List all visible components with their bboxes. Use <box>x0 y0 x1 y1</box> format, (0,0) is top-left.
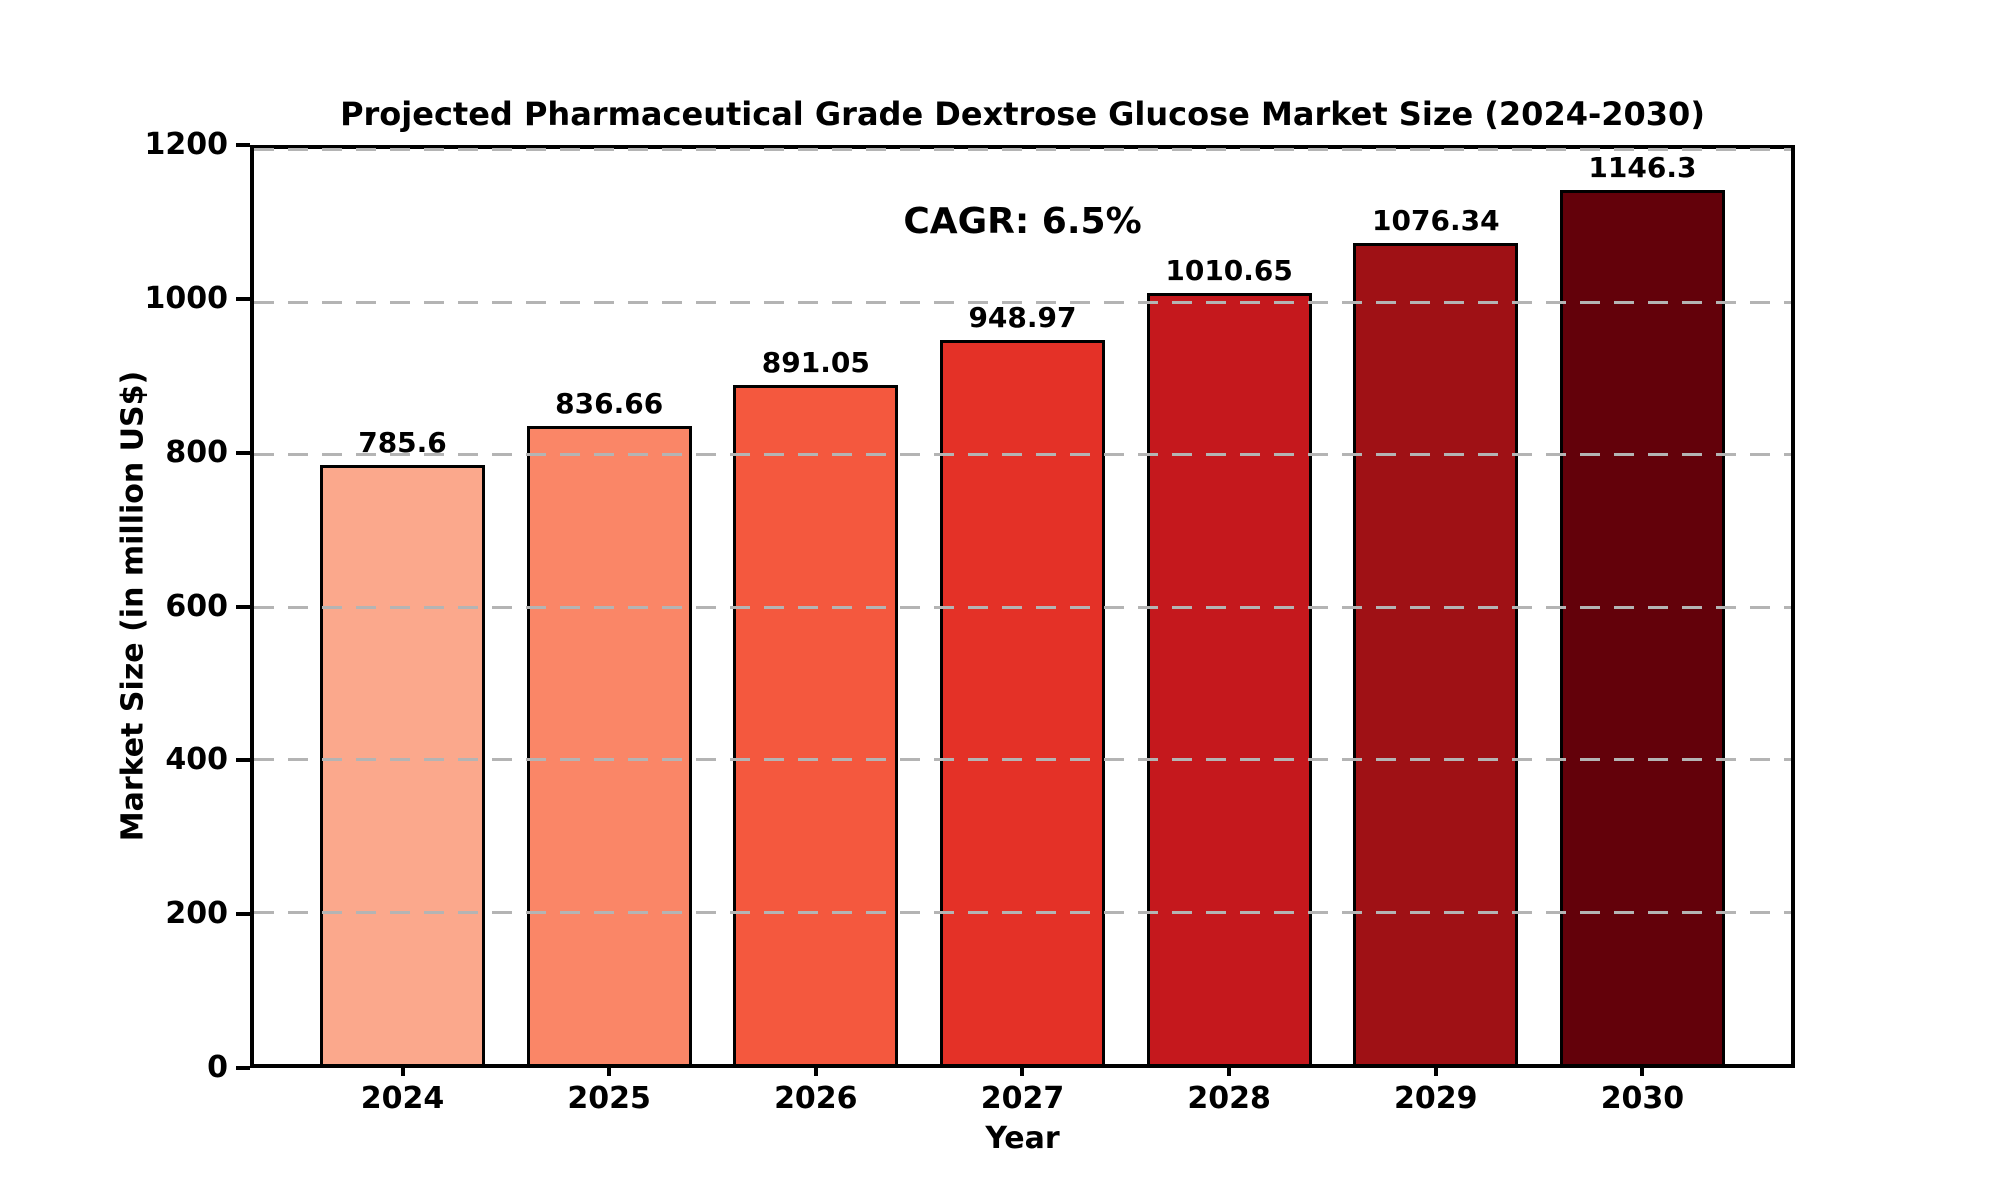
chart-title: Projected Pharmaceutical Grade Dextrose … <box>340 95 1705 133</box>
x-tick-slot-2029 <box>1353 1064 1518 1076</box>
bar-2028: 1010.65 <box>1146 254 1312 1064</box>
bar-2030: 1146.3 <box>1559 151 1725 1064</box>
x-axis-ticks <box>320 1064 1725 1076</box>
y-tick-mark-800 <box>236 450 250 455</box>
x-tick-label-2024: 2024 <box>360 1081 445 1116</box>
y-tick-mark-400 <box>236 758 250 763</box>
x-tick-slot-2025 <box>527 1064 692 1076</box>
y-tick-mark-200 <box>236 912 250 917</box>
x-axis-label: Year <box>985 1121 1060 1156</box>
y-tick-label-1000: 1000 <box>144 280 229 316</box>
x-tick-slot-2024 <box>320 1064 485 1076</box>
x-tick-label-2028: 2028 <box>1187 1081 1271 1116</box>
x-tick-slot-2028 <box>1147 1064 1312 1076</box>
x-tick-label-2029: 2029 <box>1394 1081 1478 1116</box>
y-tick-label-600: 600 <box>165 588 228 624</box>
bar-2027: 948.97 <box>939 301 1105 1064</box>
y-tick-mark-1000 <box>236 296 250 301</box>
x-tick-mark-2028 <box>1227 1064 1232 1076</box>
bar-2029: 1076.34 <box>1353 204 1519 1064</box>
bar-value-label-2028: 1010.65 <box>1165 254 1293 288</box>
y-tick-label-800: 800 <box>165 434 228 470</box>
bar-value-label-2024: 785.6 <box>358 425 447 459</box>
bar-value-label-2029: 1076.34 <box>1372 204 1500 238</box>
bar-value-label-2027: 948.97 <box>968 301 1077 335</box>
x-tick-label-2026: 2026 <box>774 1081 858 1116</box>
bar-value-label-2030: 1146.3 <box>1588 150 1697 184</box>
x-tick-mark-2026 <box>813 1064 818 1076</box>
x-tick-label-2030: 2030 <box>1600 1081 1685 1116</box>
x-tick-mark-2027 <box>1020 1064 1025 1076</box>
y-tick-mark-1200 <box>236 143 250 147</box>
x-tick-mark-2025 <box>607 1064 612 1076</box>
x-tick-slot-2030 <box>1560 1064 1725 1076</box>
y-tick-mark-600 <box>236 604 250 609</box>
y-tick-label-400: 400 <box>165 742 228 778</box>
x-tick-mark-2029 <box>1433 1064 1438 1076</box>
bar-2025: 836.66 <box>526 387 692 1064</box>
plot-area: CAGR: 6.5% 785.6 836.66 891.05 948.97 1010.6… <box>250 145 1795 1116</box>
x-tick-label-2025: 2025 <box>567 1081 651 1116</box>
bar-value-label-2025: 836.66 <box>555 387 664 421</box>
x-tick-label-2027: 2027 <box>980 1081 1065 1116</box>
y-tick-mark-0 <box>236 1066 250 1070</box>
x-tick-mark-2030 <box>1640 1064 1645 1076</box>
x-tick-slot-2026 <box>733 1064 898 1076</box>
x-tick-slot-2027 <box>940 1064 1105 1076</box>
x-tick-mark-2024 <box>400 1064 405 1076</box>
cagr-annotation: CAGR: 6.5% <box>903 201 1142 242</box>
y-tick-label-0: 0 <box>207 1050 228 1085</box>
bar-value-label-2026: 891.05 <box>761 345 870 379</box>
bars-container: 785.6 836.66 891.05 948.97 1010.65 1076.34 114… <box>320 149 1725 1064</box>
y-tick-label-1200: 1200 <box>144 127 229 162</box>
bar-2024: 785.6 <box>320 426 485 1064</box>
x-axis-tick-labels: 2024 2025 2026 2027 2028 2029 2030 <box>320 1081 1725 1116</box>
y-tick-label-200: 200 <box>165 896 228 932</box>
bar-2026: 891.05 <box>733 346 899 1064</box>
